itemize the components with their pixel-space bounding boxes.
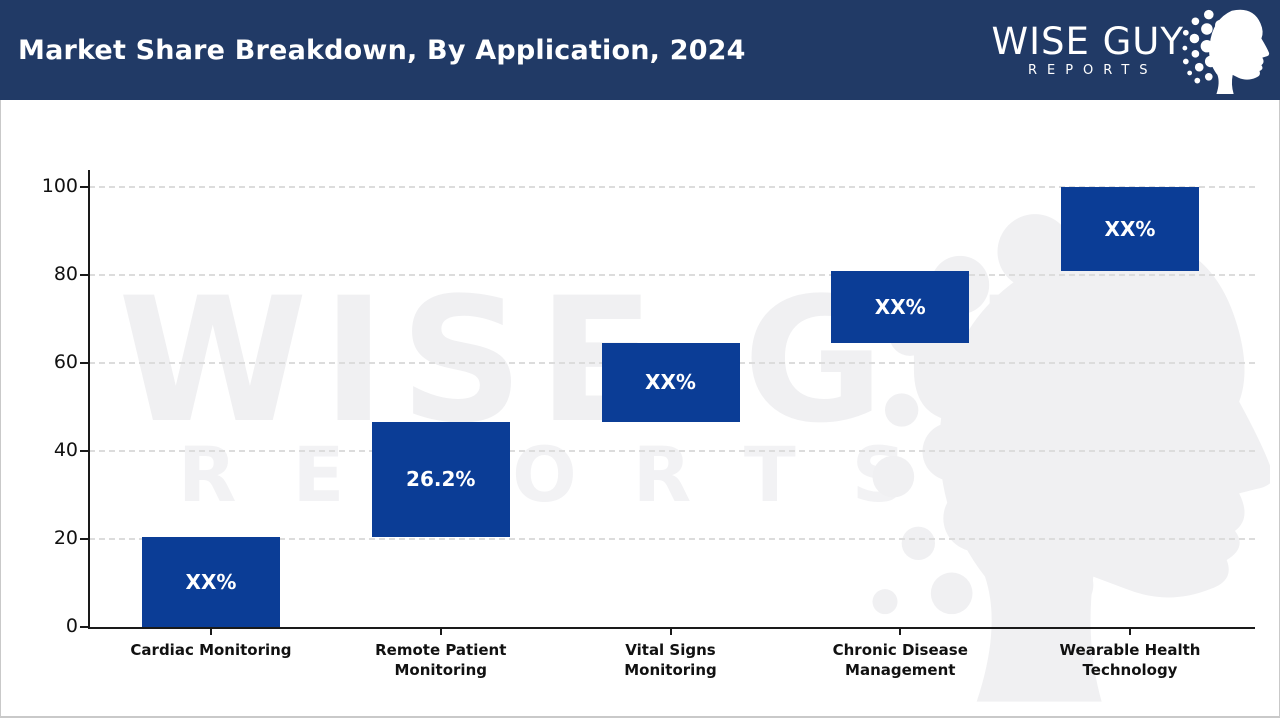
bar-2: 26.2% (371, 421, 510, 537)
y-tick-mark (80, 626, 88, 628)
x-tick-label: Cardiac Monitoring (130, 641, 292, 659)
y-tick-label: 20 (53, 527, 78, 549)
x-tick-mark (1129, 627, 1131, 635)
logo-wordmark: WISE GUY (991, 19, 1184, 63)
y-tick-label: 100 (41, 175, 78, 197)
x-tick-label: Chronic Disease Management (832, 641, 968, 679)
x-tick-label: Remote Patient Monitoring (375, 641, 507, 679)
bar-value-label: XX% (645, 370, 696, 395)
y-tick-mark (80, 450, 88, 452)
gridline (89, 538, 1255, 540)
bar-value-label: XX% (874, 295, 926, 320)
y-tick-label: 0 (65, 615, 78, 637)
bar-5: XX% (1061, 187, 1199, 272)
gridline (89, 450, 1255, 452)
x-tick-mark (439, 627, 442, 635)
y-tick-label: 80 (53, 263, 78, 285)
logo-text: WISE GUY REPORTS (992, 23, 1184, 78)
x-axis-line (88, 627, 1255, 629)
page-title: Market Share Breakdown, By Application, … (18, 34, 746, 66)
header: Market Share Breakdown, By Application, … (0, 0, 1280, 100)
bar-1: XX% (142, 536, 280, 627)
gridline (89, 274, 1255, 276)
x-tick-label: Wearable Health Technology (1059, 641, 1201, 679)
x-tick-mark (210, 627, 212, 635)
y-tick-mark (80, 274, 88, 276)
bar-3: XX% (601, 342, 740, 422)
logo-subtext: REPORTS (1027, 62, 1158, 78)
y-tick-mark (80, 538, 88, 540)
x-tick-mark (899, 627, 902, 635)
bar-value-label: XX% (1104, 217, 1156, 242)
x-tick-label: Vital Signs Monitoring (624, 641, 717, 679)
watermark-head-icon (872, 214, 1270, 702)
x-tick-mark (669, 627, 672, 635)
watermark: WISE GUY REPORTS (0, 100, 1280, 720)
watermark-text-line2: REPORTS (178, 430, 963, 519)
bar-4: XX% (831, 271, 970, 343)
y-tick-label: 40 (53, 439, 78, 461)
logo: WISE GUY REPORTS (992, 6, 1274, 94)
y-tick-mark (80, 186, 88, 188)
y-axis-line (88, 170, 90, 629)
bar-value-label: XX% (185, 569, 237, 594)
logo-head-icon (1182, 9, 1270, 94)
bar-value-label: 26.2% (406, 467, 476, 492)
gridline (89, 186, 1255, 188)
y-tick-label: 60 (53, 351, 78, 373)
y-tick-mark (80, 362, 88, 364)
